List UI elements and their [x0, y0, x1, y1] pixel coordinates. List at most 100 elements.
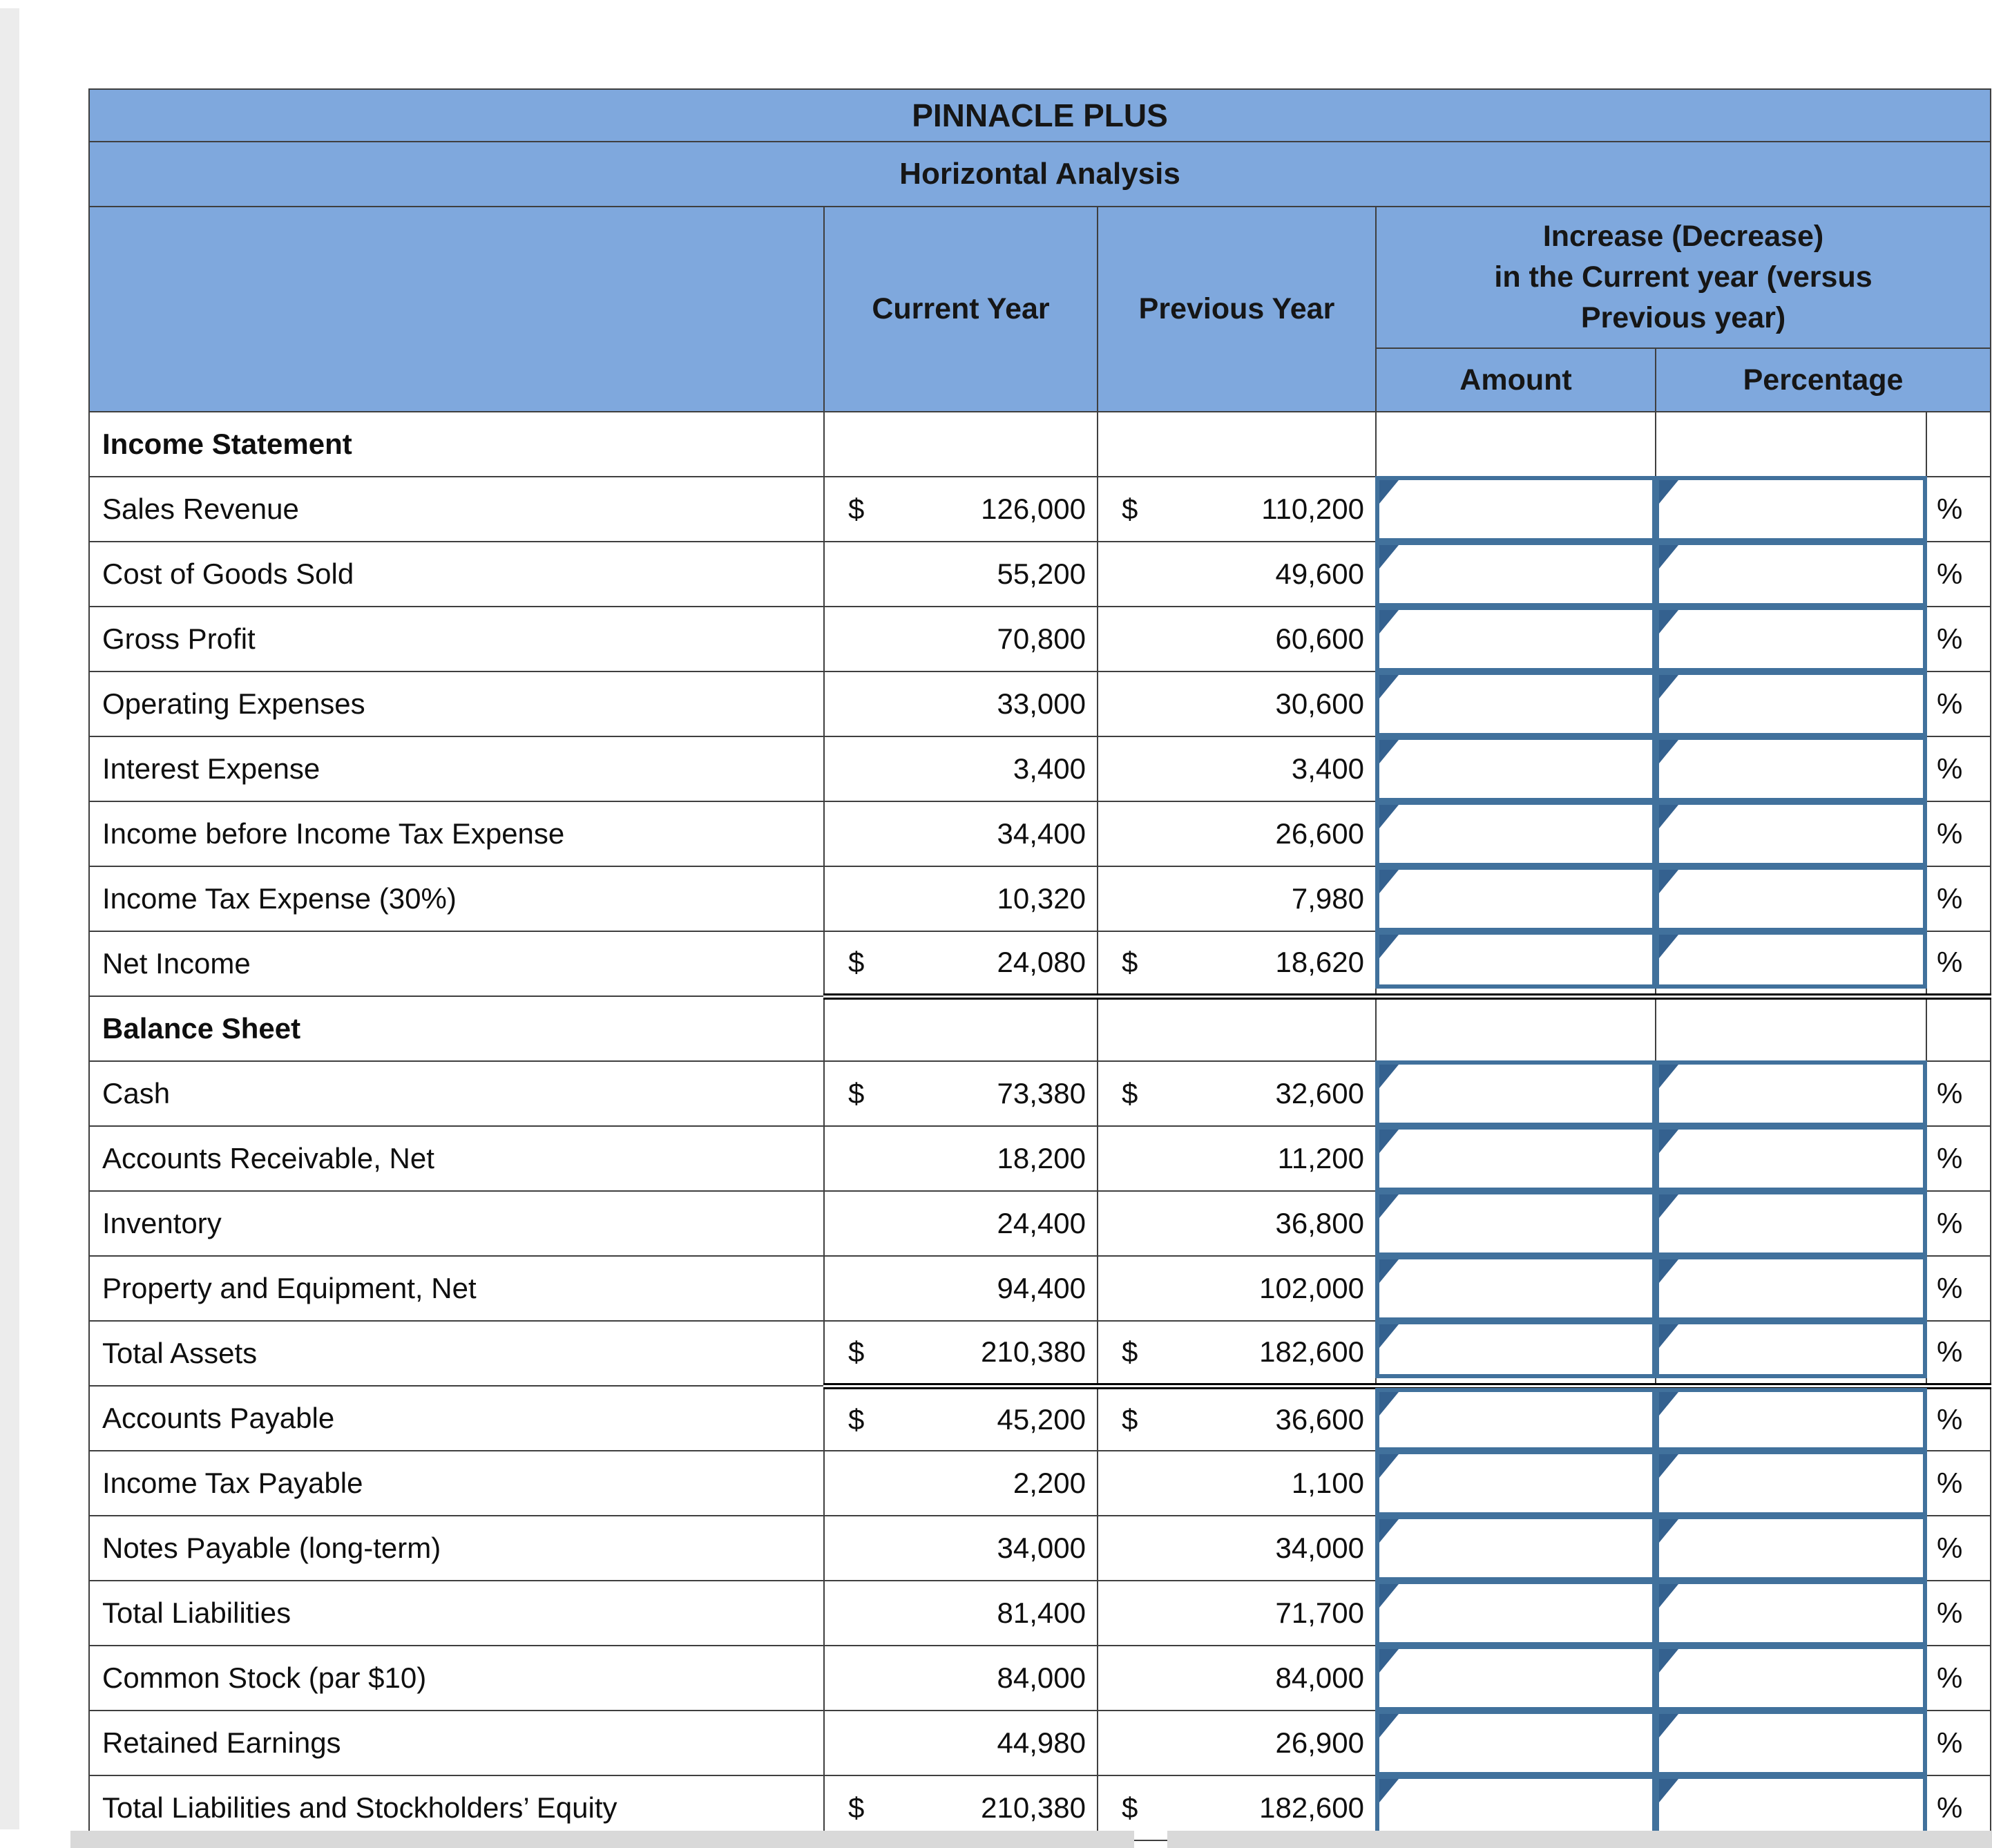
amount-input-box[interactable] [1375, 1320, 1656, 1378]
percentage-input-box[interactable] [1655, 1255, 1927, 1322]
amount-input[interactable] [1379, 1454, 1652, 1512]
percentage-input-box[interactable] [1655, 1710, 1927, 1776]
percentage-input[interactable] [1659, 480, 1923, 538]
amount-input-box[interactable] [1375, 801, 1656, 867]
amount-input[interactable] [1379, 675, 1652, 733]
percentage-input-box[interactable] [1655, 1515, 1927, 1581]
amount-input-box[interactable] [1375, 476, 1656, 542]
percentage-input-box[interactable] [1655, 1580, 1927, 1646]
amount-input-cell [1375, 1190, 1656, 1257]
table-row: Interest Expense 3,400 3,400 % [88, 736, 1992, 802]
percentage-input-box[interactable] [1655, 1450, 1927, 1516]
amount-input-box[interactable] [1375, 1645, 1656, 1711]
amount-input-box[interactable] [1375, 1775, 1656, 1841]
previous-dollar: $ [1122, 1335, 1138, 1369]
previous-value: 7,980 [1291, 882, 1364, 915]
percentage-input[interactable] [1659, 1519, 1923, 1577]
amount-input[interactable] [1379, 935, 1652, 984]
amount-input[interactable] [1379, 1194, 1652, 1252]
amount-input[interactable] [1379, 1259, 1652, 1317]
percentage-input-box[interactable] [1655, 801, 1927, 867]
amount-input-box[interactable] [1375, 931, 1656, 989]
previous-value: 49,600 [1275, 558, 1364, 590]
percentage-input[interactable] [1659, 1065, 1923, 1123]
percentage-input[interactable] [1659, 545, 1923, 603]
amount-input[interactable] [1379, 545, 1652, 603]
percentage-input[interactable] [1659, 1649, 1923, 1707]
percentage-input-box[interactable] [1655, 866, 1927, 932]
percentage-input[interactable] [1659, 1454, 1923, 1512]
percentage-input-box[interactable] [1655, 1060, 1927, 1127]
percentage-input-box[interactable] [1655, 541, 1927, 607]
percentage-input-box[interactable] [1655, 1645, 1927, 1711]
previous-year-cell: 1,100 [1097, 1450, 1377, 1516]
amount-input-box[interactable] [1375, 1450, 1656, 1516]
amount-input-box[interactable] [1375, 866, 1656, 932]
percentage-input-box[interactable] [1655, 1190, 1927, 1257]
amount-input[interactable] [1379, 1065, 1652, 1123]
percentage-input-box[interactable] [1655, 1125, 1927, 1192]
percentage-input[interactable] [1659, 1584, 1923, 1642]
amount-input-box[interactable] [1375, 736, 1656, 802]
amount-input-cell [1375, 801, 1656, 867]
percentage-input[interactable] [1659, 1391, 1923, 1447]
percentage-input[interactable] [1659, 805, 1923, 863]
amount-input-box[interactable] [1375, 606, 1656, 672]
amount-input-box[interactable] [1375, 671, 1656, 737]
percentage-input[interactable] [1659, 610, 1923, 668]
percentage-input[interactable] [1659, 1779, 1923, 1837]
previous-dollar: $ [1122, 1791, 1138, 1824]
percent-suffix [1925, 411, 1992, 477]
percentage-input-box[interactable] [1655, 671, 1927, 737]
percentage-input[interactable] [1659, 1194, 1923, 1252]
amount-input[interactable] [1379, 1519, 1652, 1577]
current-year-cell: 34,400 [823, 801, 1098, 867]
amount-input[interactable] [1379, 870, 1652, 928]
amount-input[interactable] [1379, 1584, 1652, 1642]
percentage-input-box[interactable] [1655, 1320, 1927, 1378]
amount-input[interactable] [1379, 1324, 1652, 1374]
percentage-input-cell [1655, 1385, 1927, 1451]
amount-input-box[interactable] [1375, 1710, 1656, 1776]
amount-input-box[interactable] [1375, 1060, 1656, 1127]
amount-input[interactable] [1379, 1779, 1652, 1837]
amount-input-box[interactable] [1375, 1255, 1656, 1322]
percentage-input-box[interactable] [1655, 606, 1927, 672]
amount-input-box[interactable] [1375, 1125, 1656, 1192]
percentage-input-box[interactable] [1655, 736, 1927, 802]
horizontal-scrollbar-track-left[interactable] [70, 1831, 1134, 1848]
percentage-input-box[interactable] [1655, 1387, 1927, 1451]
percentage-input-cell [1655, 1125, 1927, 1192]
percentage-input[interactable] [1659, 1259, 1923, 1317]
percentage-input[interactable] [1659, 1324, 1923, 1374]
percentage-input[interactable] [1659, 675, 1923, 733]
percentage-input[interactable] [1659, 870, 1923, 928]
percentage-input[interactable] [1659, 740, 1923, 798]
horizontal-scrollbar-track-right[interactable] [1167, 1831, 1992, 1848]
percentage-input[interactable] [1659, 1714, 1923, 1772]
current-year-cell: $73,380 [823, 1060, 1098, 1127]
amount-input-box[interactable] [1375, 1387, 1656, 1451]
amount-input[interactable] [1379, 1391, 1652, 1447]
amount-input-box[interactable] [1375, 1190, 1656, 1257]
current-value: 24,400 [997, 1207, 1086, 1239]
previous-year-cell: 7,980 [1097, 866, 1377, 932]
amount-input-box[interactable] [1375, 1580, 1656, 1646]
percentage-input-cell [1655, 411, 1927, 477]
amount-input-box[interactable] [1375, 1515, 1656, 1581]
percentage-input-box[interactable] [1655, 931, 1927, 989]
amount-input[interactable] [1379, 610, 1652, 668]
amount-input[interactable] [1379, 1649, 1652, 1707]
percentage-input-box[interactable] [1655, 476, 1927, 542]
percentage-input[interactable] [1659, 1130, 1923, 1188]
amount-input[interactable] [1379, 1130, 1652, 1188]
percent-suffix: % [1925, 1125, 1992, 1192]
percent-suffix: % [1925, 476, 1992, 542]
percentage-input[interactable] [1659, 935, 1923, 984]
current-value: 210,380 [981, 1791, 1086, 1824]
amount-input[interactable] [1379, 740, 1652, 798]
amount-input[interactable] [1379, 480, 1652, 538]
amount-input[interactable] [1379, 805, 1652, 863]
amount-input[interactable] [1379, 1714, 1652, 1772]
amount-input-box[interactable] [1375, 541, 1656, 607]
